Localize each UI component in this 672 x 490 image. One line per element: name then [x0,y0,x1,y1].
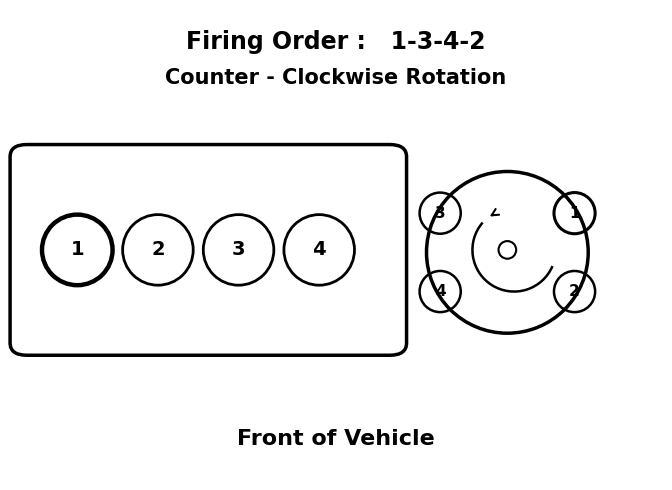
Text: 4: 4 [312,241,326,259]
Text: 1: 1 [71,241,84,259]
Text: Front of Vehicle: Front of Vehicle [237,429,435,448]
Text: 3: 3 [435,206,446,220]
FancyBboxPatch shape [10,145,407,355]
Text: 1: 1 [569,206,580,220]
Text: 2: 2 [569,284,580,299]
Text: 4: 4 [435,284,446,299]
Text: Counter - Clockwise Rotation: Counter - Clockwise Rotation [165,69,507,88]
Text: 2: 2 [151,241,165,259]
Text: 3: 3 [232,241,245,259]
Text: Firing Order :   1-3-4-2: Firing Order : 1-3-4-2 [186,30,486,53]
